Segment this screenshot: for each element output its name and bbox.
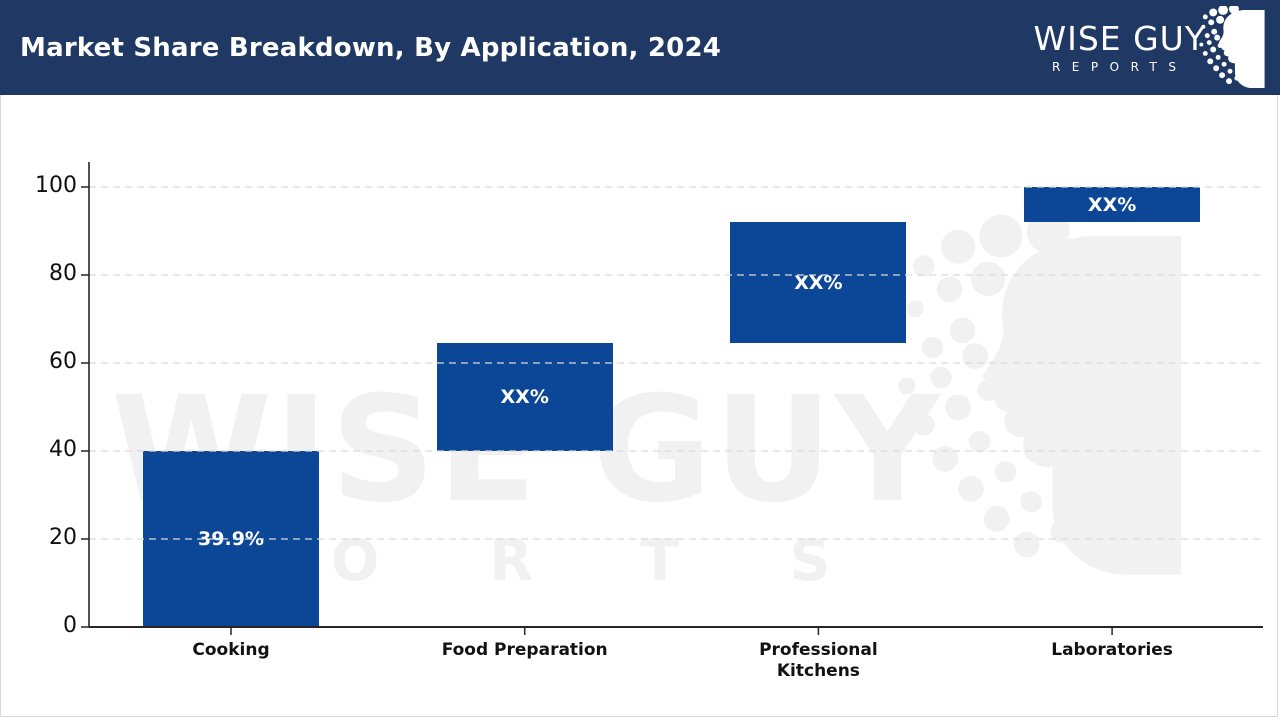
brand-logo-text: WISE GUY REPORTS <box>1033 22 1206 74</box>
brand-face-icon <box>1199 5 1265 88</box>
bar-value-label: XX% <box>794 271 843 294</box>
brand-subtitle: REPORTS <box>1051 59 1188 74</box>
y-axis-tick-label: 0 <box>63 613 77 638</box>
brand-name: WISE GUY <box>1033 18 1206 58</box>
watermark-text-2: PORTS <box>179 528 941 594</box>
x-axis-category-label: Cooking <box>192 640 270 660</box>
brand-logo: WISE GUY REPORTS <box>1033 5 1266 90</box>
y-axis-tick-label: 60 <box>49 349 77 374</box>
y-axis-tick-label: 20 <box>49 525 77 550</box>
y-axis-tick-label: 40 <box>49 437 77 462</box>
x-axis-category-label: Professional Kitchens <box>759 640 878 681</box>
x-axis-category-label: Food Preparation <box>441 640 608 660</box>
page-title: Market Share Breakdown, By Application, … <box>20 32 722 63</box>
watermark-text-1: WISE GUY <box>111 365 943 535</box>
y-axis-tick-label: 100 <box>35 173 77 198</box>
watermark-face-icon <box>898 210 1181 575</box>
x-axis-category-label: Laboratories <box>1051 640 1173 660</box>
bar-segment-2: XX% <box>730 222 907 344</box>
chart-card: WISE GUY PORTS 39.9% XX% XX% XX% 0 20 40 60 80 10… <box>0 95 1278 717</box>
header-bar: Market Share Breakdown, By Application, … <box>0 0 1280 95</box>
y-axis-tick-label: 80 <box>49 261 77 286</box>
